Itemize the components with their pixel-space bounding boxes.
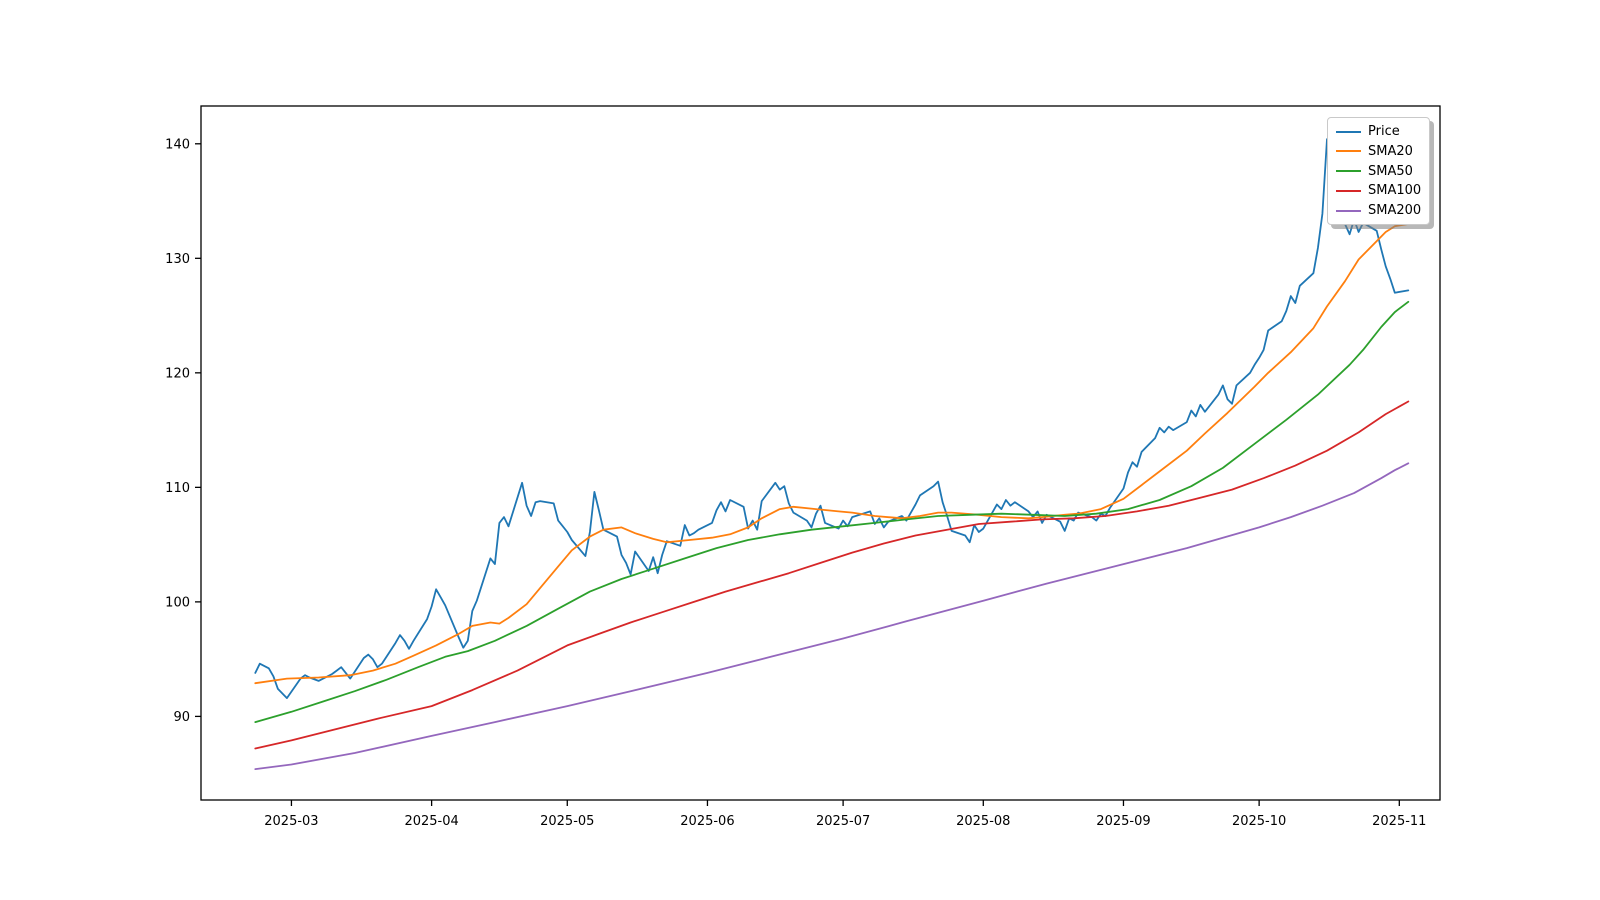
sma100-line-icon [1336, 189, 1361, 192]
series-line-sma100 [254, 400, 1410, 750]
y-tick-label: 140 [165, 137, 190, 152]
legend-label-sma200: SMA200 [1368, 203, 1422, 218]
legend-item-sma100: SMA100 [1336, 184, 1421, 197]
legend-item-sma50: SMA50 [1336, 165, 1421, 178]
x-tick-label: 2025-10 [1232, 814, 1286, 829]
x-tick-label: 2025-06 [680, 814, 734, 829]
legend-label-sma50: SMA50 [1368, 163, 1413, 179]
x-tick-label: 2025-08 [956, 814, 1010, 829]
series-line-sma20 [254, 223, 1410, 685]
legend-label-price: Price [1368, 124, 1400, 139]
sma200-line-icon [1336, 209, 1361, 212]
legend-item-sma20: SMA20 [1336, 145, 1421, 158]
y-tick-label: 130 [165, 252, 190, 267]
legend-item-sma200: SMA200 [1336, 204, 1421, 217]
legend-label-sma100: SMA100 [1368, 183, 1422, 199]
y-tick-label: 110 [165, 481, 190, 496]
legend-label-sma20: SMA20 [1368, 143, 1413, 159]
x-tick-label: 2025-04 [404, 814, 458, 829]
legend-item-price: Price [1336, 125, 1421, 138]
axes-spines [200, 105, 1441, 801]
sma50-line-icon [1336, 170, 1361, 172]
plot-series-group [254, 138, 1410, 770]
x-tick-label: 2025-07 [816, 814, 870, 829]
x-tick-label: 2025-05 [540, 814, 594, 829]
x-tick-label: 2025-11 [1372, 814, 1426, 829]
y-tick-label: 90 [173, 710, 190, 725]
x-tick-label: 2025-03 [264, 814, 318, 829]
chart-legend: Price SMA20 SMA50 SMA100 SMA200 [1327, 117, 1430, 225]
sma20-line-icon [1336, 150, 1361, 153]
y-tick-label: 100 [165, 595, 190, 610]
series-line-sma200 [254, 462, 1410, 770]
series-line-sma50 [254, 300, 1410, 723]
series-line-price [254, 138, 1410, 699]
x-tick-label: 2025-09 [1096, 814, 1150, 829]
price-line-icon [1336, 130, 1361, 133]
y-tick-label: 120 [165, 366, 190, 381]
